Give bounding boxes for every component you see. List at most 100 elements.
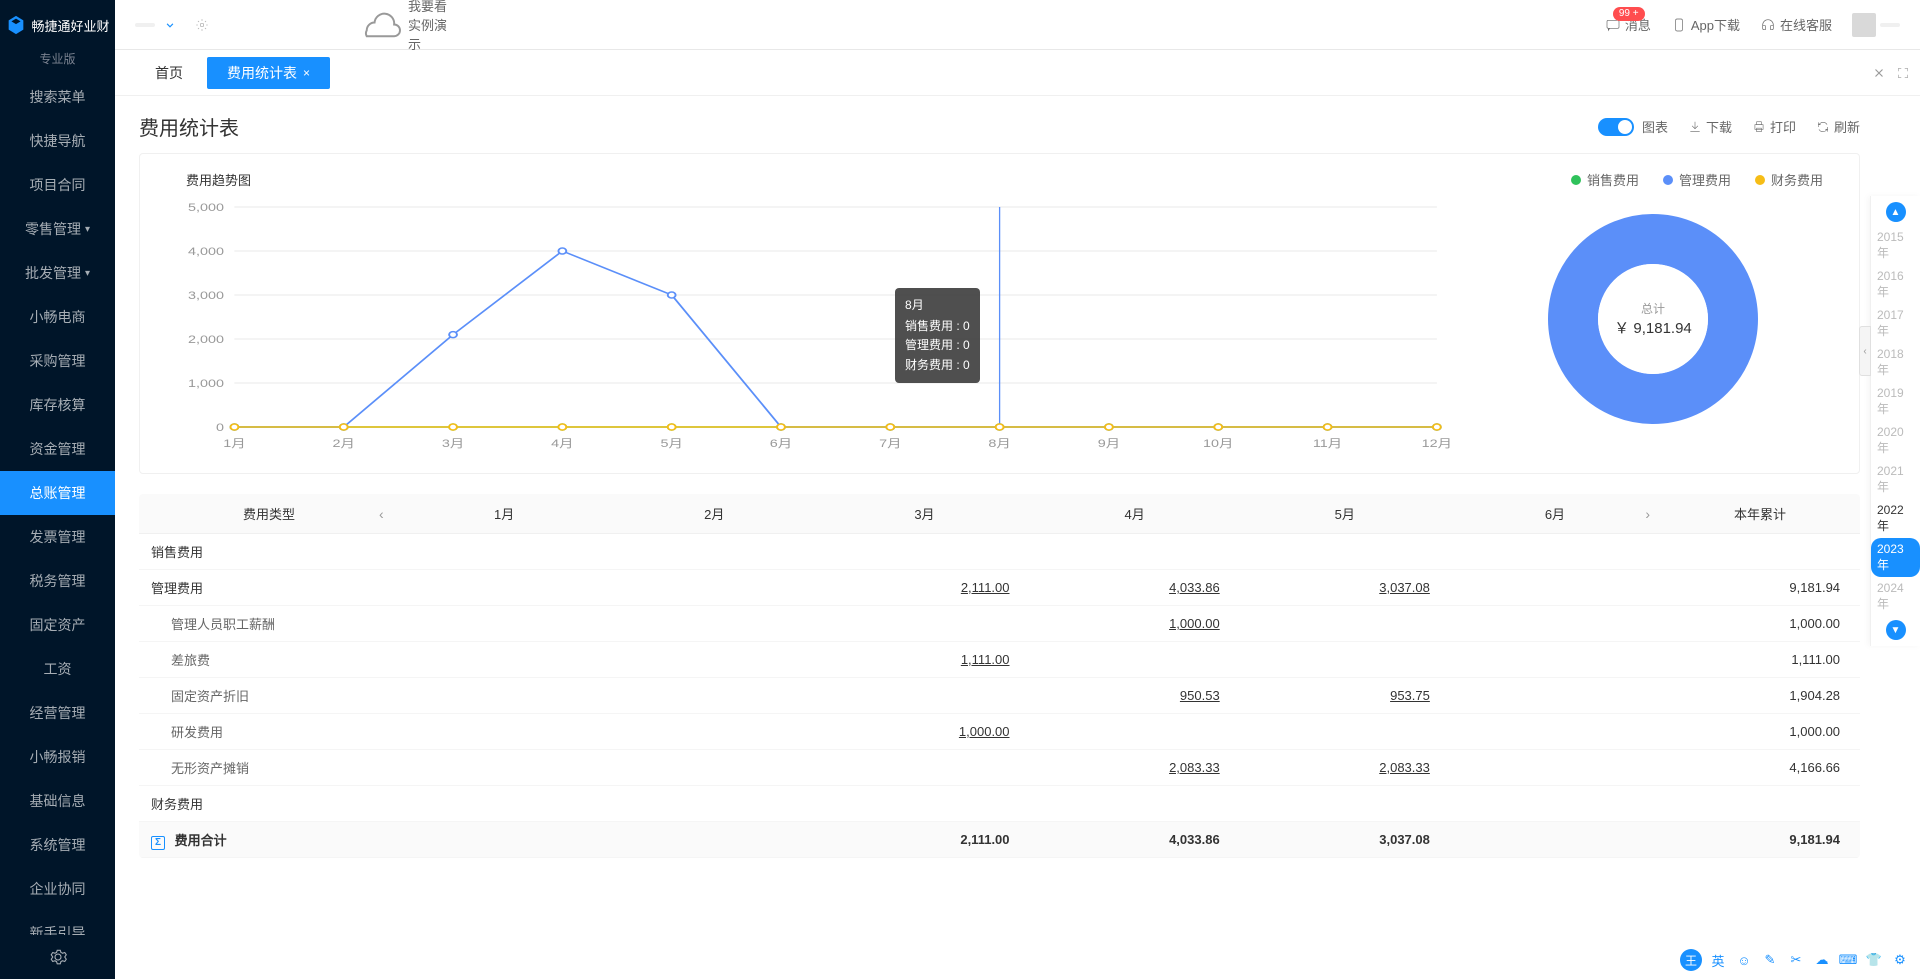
- sidebar-item-4[interactable]: 批发管理▾: [0, 251, 115, 295]
- ime-toolbar: 王 英 ☺ ✎ ✂ ☁ ⌨ 👕 ⚙: [1680, 949, 1910, 971]
- year-option[interactable]: 2015年: [1871, 226, 1920, 265]
- user-menu[interactable]: [1852, 13, 1900, 37]
- org-selector[interactable]: [135, 18, 335, 32]
- row-label: 管理人员职工薪酬: [139, 614, 399, 633]
- user-name: [1880, 23, 1900, 27]
- ime-cloud-icon[interactable]: ☁: [1812, 950, 1832, 970]
- table-row: 管理人员职工薪酬1,000.001,000.00: [139, 606, 1860, 642]
- topbar: 我要看实例演示 99 + 消息 App下载 在线客服: [115, 0, 1920, 50]
- sidebar-item-14[interactable]: 经营管理: [0, 691, 115, 735]
- ime-keyboard-icon[interactable]: ⌨: [1838, 950, 1858, 970]
- customer-service-button[interactable]: 在线客服: [1760, 15, 1832, 34]
- sidebar-item-15[interactable]: 小畅报销: [0, 735, 115, 779]
- sidebar-item-5[interactable]: 小畅电商: [0, 295, 115, 339]
- cell[interactable]: 2,111.00: [819, 580, 1029, 595]
- ime-edit-icon[interactable]: ✎: [1760, 950, 1780, 970]
- chart-title: 费用趋势图: [156, 170, 1463, 189]
- row-total: 1,000.00: [1660, 724, 1860, 739]
- cell[interactable]: 4,033.86: [1030, 580, 1240, 595]
- collapse-year-rail[interactable]: ‹: [1859, 326, 1871, 376]
- close-all-icon[interactable]: [1872, 66, 1886, 80]
- table-row: 管理费用2,111.004,033.863,037.089,181.94: [139, 570, 1860, 606]
- year-option[interactable]: 2021年: [1871, 460, 1920, 499]
- sidebar-item-3[interactable]: 零售管理▾: [0, 207, 115, 251]
- row-label: 无形资产摊销: [139, 758, 399, 777]
- chevron-down-icon: ▾: [85, 268, 90, 279]
- messages-button[interactable]: 99 + 消息: [1605, 15, 1651, 34]
- year-option[interactable]: 2017年: [1871, 304, 1920, 343]
- download-icon: [1688, 120, 1702, 134]
- table-row: 差旅费1,111.001,111.00: [139, 642, 1860, 678]
- sidebar-item-13[interactable]: 工资: [0, 647, 115, 691]
- year-option[interactable]: 2019年: [1871, 382, 1920, 421]
- legend-item-0[interactable]: 销售费用: [1571, 170, 1639, 189]
- avatar-icon: [1852, 13, 1876, 37]
- gear-icon[interactable]: [195, 18, 209, 32]
- ime-scissors-icon[interactable]: ✂: [1786, 950, 1806, 970]
- demo-link[interactable]: 我要看实例演示: [355, 0, 452, 53]
- donut-chart[interactable]: 总计 ￥ 9,181.94: [1543, 209, 1763, 429]
- download-button[interactable]: 下载: [1688, 117, 1732, 136]
- legend-item-1[interactable]: 管理费用: [1663, 170, 1731, 189]
- year-option[interactable]: 2018年: [1871, 343, 1920, 382]
- year-option[interactable]: 2023年: [1871, 538, 1920, 577]
- print-icon: [1752, 120, 1766, 134]
- message-badge: 99 +: [1613, 7, 1645, 21]
- legend-item-2[interactable]: 财务费用: [1755, 170, 1823, 189]
- year-scroll-up[interactable]: ▲: [1886, 202, 1906, 222]
- sidebar-item-2[interactable]: 项目合同: [0, 163, 115, 207]
- prev-months-button[interactable]: ‹: [379, 506, 384, 522]
- ime-logo-icon[interactable]: 王: [1680, 949, 1702, 971]
- sidebar-item-8[interactable]: 资金管理: [0, 427, 115, 471]
- svg-text:2,000: 2,000: [188, 333, 224, 346]
- sidebar-item-0[interactable]: 搜索菜单: [0, 75, 115, 119]
- cell[interactable]: 950.53: [1030, 688, 1240, 703]
- line-chart[interactable]: 01,0002,0003,0004,0005,0001月2月3月4月5月6月7月…: [156, 197, 1463, 457]
- year-option[interactable]: 2024年: [1871, 577, 1920, 616]
- sidebar-item-16[interactable]: 基础信息: [0, 779, 115, 823]
- year-option[interactable]: 2020年: [1871, 421, 1920, 460]
- sidebar-item-10[interactable]: 发票管理: [0, 515, 115, 559]
- cell[interactable]: 3,037.08: [1240, 580, 1450, 595]
- settings-button[interactable]: [0, 935, 115, 979]
- print-button[interactable]: 打印: [1752, 117, 1796, 136]
- app-download-button[interactable]: App下载: [1671, 15, 1740, 34]
- year-scroll-down[interactable]: ▼: [1886, 620, 1906, 640]
- sidebar-item-6[interactable]: 采购管理: [0, 339, 115, 383]
- row-label: 研发费用: [139, 722, 399, 741]
- cell[interactable]: 2,083.33: [1240, 760, 1450, 775]
- tab-0[interactable]: 首页: [135, 57, 203, 89]
- ime-settings-icon[interactable]: ⚙: [1890, 950, 1910, 970]
- sidebar-item-12[interactable]: 固定资产: [0, 603, 115, 647]
- ime-smile-icon[interactable]: ☺: [1734, 950, 1754, 970]
- cell[interactable]: 1,000.00: [1030, 616, 1240, 631]
- cell[interactable]: 953.75: [1240, 688, 1450, 703]
- cell[interactable]: 1,000.00: [819, 724, 1029, 739]
- chart-toggle[interactable]: [1598, 118, 1634, 136]
- sidebar-item-1[interactable]: 快捷导航: [0, 119, 115, 163]
- svg-text:5,000: 5,000: [188, 201, 224, 214]
- ime-skin-icon[interactable]: 👕: [1864, 950, 1884, 970]
- year-option[interactable]: 2016年: [1871, 265, 1920, 304]
- refresh-button[interactable]: 刷新: [1816, 117, 1860, 136]
- total-label: Σ 费用合计: [139, 830, 399, 850]
- sidebar-item-7[interactable]: 库存核算: [0, 383, 115, 427]
- sidebar-item-19[interactable]: 新手引导: [0, 911, 115, 935]
- year-option[interactable]: 2022年: [1871, 499, 1920, 538]
- cell[interactable]: 1,111.00: [819, 652, 1029, 667]
- sidebar-item-18[interactable]: 企业协同: [0, 867, 115, 911]
- cell[interactable]: 2,083.33: [1030, 760, 1240, 775]
- row-total: 9,181.94: [1660, 580, 1860, 595]
- sidebar-item-11[interactable]: 税务管理: [0, 559, 115, 603]
- app-logo[interactable]: 畅捷通好业财: [0, 0, 115, 50]
- tab-1[interactable]: 费用统计表×: [207, 57, 330, 89]
- fullscreen-icon[interactable]: [1896, 66, 1910, 80]
- next-months-button[interactable]: ›: [1645, 506, 1650, 522]
- close-icon[interactable]: ×: [303, 66, 310, 80]
- sidebar-item-9[interactable]: 总账管理: [0, 471, 115, 515]
- ime-lang-icon[interactable]: 英: [1708, 950, 1728, 970]
- sidebar-item-17[interactable]: 系统管理: [0, 823, 115, 867]
- headset-icon: [1760, 17, 1776, 33]
- total-cell: [399, 832, 609, 847]
- mobile-icon: [1671, 17, 1687, 33]
